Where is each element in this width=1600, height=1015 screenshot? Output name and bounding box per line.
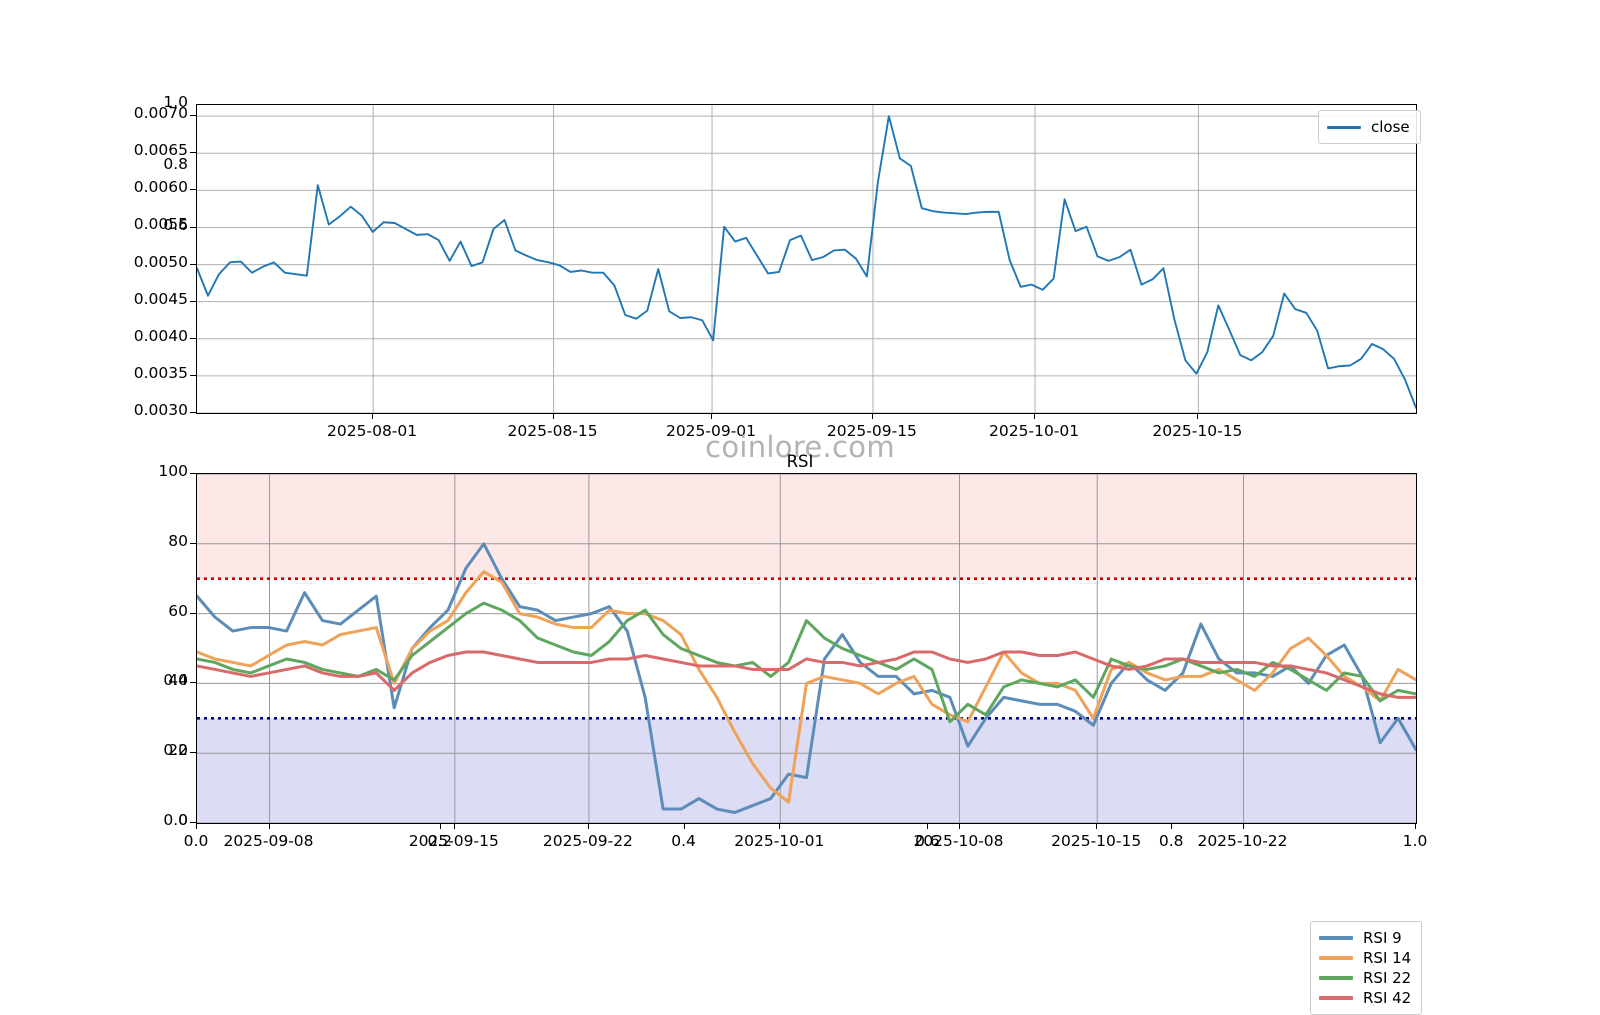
price-y-tick-label: 0.0065 — [133, 141, 188, 160]
price-y-tick-label: 0.0040 — [133, 326, 188, 345]
rsi-x-tick-mark — [453, 823, 455, 829]
price-y-tick-label-secondary: 0.8 — [163, 154, 188, 173]
price-x-tick-label: 2025-10-01 — [989, 422, 1080, 440]
price-x-tick-label: 2025-09-01 — [665, 422, 757, 440]
rsi-x-tick-mark — [1096, 823, 1098, 829]
rsi-y-tick-label: 20 — [168, 741, 188, 760]
rsi-y-tick-label: 0 — [178, 811, 188, 829]
price-legend[interactable]: close — [1318, 110, 1421, 144]
rsi-x-tick-label: 2025-10-15 — [1051, 832, 1142, 850]
rsi-y-tick-label: 60 — [168, 601, 188, 620]
rsi-y-tick-mark — [190, 612, 196, 614]
legend-item[interactable]: close — [1327, 117, 1410, 137]
legend-label: close — [1371, 118, 1410, 136]
price-y-tick-label: 0.0050 — [133, 252, 188, 271]
price-x-tick-mark — [1197, 413, 1199, 419]
price-y-tick-mark — [190, 115, 196, 117]
rsi-lines-svg — [197, 474, 1416, 823]
rsi-y-tick-mark-secondary — [190, 752, 196, 754]
legend-color-swatch — [1319, 936, 1353, 940]
price-y-tick-mark — [190, 226, 196, 228]
price-line-svg — [197, 105, 1416, 413]
rsi-y-tick-mark-secondary — [190, 682, 196, 684]
price-x-tick-label: 2025-10-15 — [1152, 422, 1243, 440]
price-y-tick-mark — [190, 337, 196, 339]
rsi-chart-title: RSI — [786, 452, 814, 471]
rsi-y-tick-mark — [190, 473, 196, 474]
price-y-tick-mark — [190, 189, 196, 191]
price-y-tick-mark — [190, 263, 196, 265]
price-x-tick-mark — [1034, 413, 1036, 419]
legend-item[interactable]: RSI 42 — [1319, 988, 1411, 1008]
rsi-legend[interactable]: RSI 9 RSI 14 RSI 22 RSI 42 — [1310, 921, 1423, 1015]
rsi-y-tick-mark — [190, 542, 196, 544]
price-y-tick-label-secondary: 0.6 — [163, 216, 188, 235]
rsi-x-tick-label: 2025-09-08 — [223, 832, 314, 850]
legend-color-swatch — [1319, 956, 1353, 960]
rsi-plot-area — [196, 473, 1417, 824]
legend-item[interactable]: RSI 14 — [1319, 948, 1411, 968]
rsi-x-tick-mark-secondary — [927, 823, 929, 829]
rsi-x-tick-mark — [268, 823, 270, 829]
price-y-tick-label: 0.0045 — [133, 289, 188, 308]
legend-color-swatch — [1319, 976, 1353, 980]
rsi-x-tick-label-secondary: 0.8 — [1158, 832, 1184, 850]
rsi-x-tick-mark-secondary — [439, 823, 441, 829]
rsi-x-tick-mark — [958, 823, 960, 829]
rsi-x-tick-mark — [779, 823, 781, 829]
rsi-x-tick-mark-secondary — [196, 823, 197, 829]
rsi-chart-panel: 100 80 60 40 20 0 0.4 0.2 0.0 2025-09-08 2025-09… — [0, 440, 1600, 1015]
legend-label: RSI 42 — [1363, 989, 1412, 1007]
rsi-x-tick-label-secondary: 0.2 — [427, 832, 453, 850]
rsi-x-tick-label-secondary: 0.6 — [915, 832, 940, 850]
price-y-tick-mark — [190, 412, 196, 413]
price-y-tick-label: 0.0055 — [133, 215, 188, 234]
rsi-x-tick-label: 2025-10-01 — [734, 832, 825, 850]
price-y-tick-mark — [190, 300, 196, 302]
price-y-tick-label: 0.0070 — [133, 104, 188, 123]
rsi-y-tick-label-secondary: 0.0 — [163, 811, 188, 829]
price-y-tick-mark — [190, 374, 196, 376]
price-y-tick-label: 0.0060 — [133, 178, 188, 197]
rsi-x-tick-mark — [1242, 823, 1244, 829]
rsi-x-tick-label: 2025-10-08 — [913, 832, 1004, 850]
legend-label: RSI 22 — [1363, 969, 1412, 987]
rsi-x-tick-label-secondary: 0.4 — [671, 832, 696, 850]
price-x-tick-mark — [711, 413, 712, 419]
rsi-x-tick-label: 2025-09-15 — [408, 832, 499, 850]
legend-item[interactable]: RSI 9 — [1319, 928, 1411, 948]
rsi-x-tick-label-secondary: 0.0 — [183, 832, 209, 850]
rsi-x-tick-label: 2025-10-22 — [1197, 832, 1288, 850]
price-x-tick-label: 2025-08-01 — [327, 422, 418, 440]
price-y-tick-label: 0.0035 — [133, 363, 188, 382]
rsi-x-tick-mark — [587, 823, 589, 829]
rsi-x-tick-mark-secondary — [683, 823, 685, 829]
rsi-x-tick-mark-secondary — [1171, 823, 1173, 829]
price-x-tick-mark — [372, 413, 374, 419]
price-chart-panel: 0.0070 0.0065 0.0060 0.0055 0.0050 0.0045 0.00… — [0, 0, 1600, 440]
price-y-tick-label-secondary: 1.0 — [163, 93, 188, 111]
price-y-tick-mark — [190, 152, 196, 154]
legend-color-swatch — [1319, 996, 1353, 1000]
rsi-y-tick-label: 40 — [168, 671, 188, 690]
legend-label: RSI 9 — [1363, 929, 1402, 947]
rsi-x-tick-label-secondary: 1.0 — [1402, 832, 1428, 850]
rsi-x-tick-label: 2025-09-22 — [542, 832, 633, 850]
price-y-tick-label: 0.0030 — [133, 401, 188, 419]
price-x-tick-label: 2025-08-15 — [507, 422, 598, 440]
legend-item[interactable]: RSI 22 — [1319, 968, 1411, 988]
rsi-y-tick-label: 100 — [158, 462, 188, 480]
legend-label: RSI 14 — [1363, 949, 1412, 967]
rsi-x-tick-mark-secondary — [1415, 823, 1416, 829]
rsi-y-tick-label-secondary: 0.4 — [163, 671, 188, 690]
legend-color-swatch — [1327, 125, 1361, 129]
rsi-y-tick-label: 80 — [168, 531, 188, 550]
rsi-y-tick-label-secondary: 0.2 — [163, 741, 188, 760]
rsi-y-tick-mark-secondary — [190, 822, 196, 823]
price-x-tick-mark — [552, 413, 554, 419]
price-x-tick-mark — [871, 413, 873, 419]
price-x-tick-label: 2025-09-15 — [826, 422, 917, 440]
price-plot-area — [196, 104, 1417, 414]
